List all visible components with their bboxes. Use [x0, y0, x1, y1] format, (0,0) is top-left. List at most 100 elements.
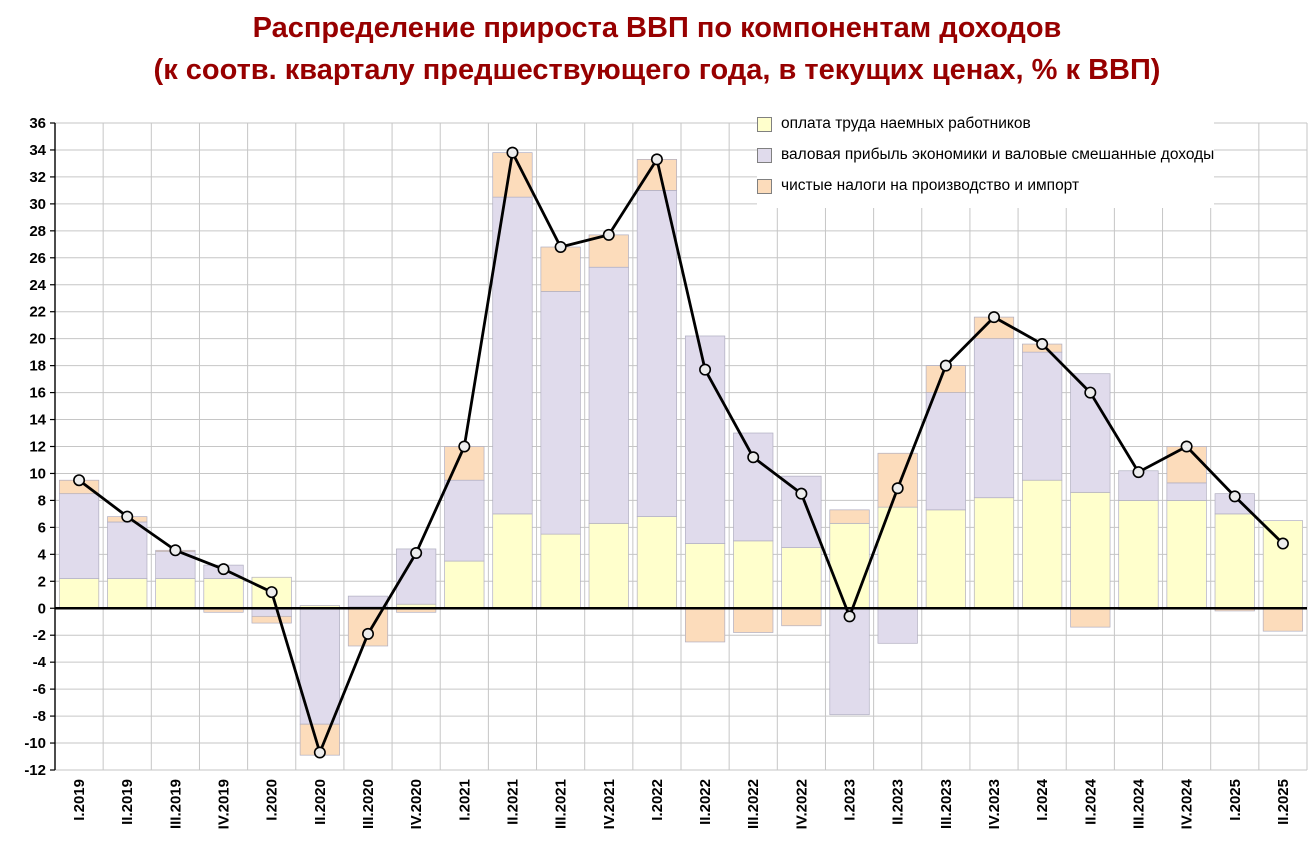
bar-segment-profit: [107, 521, 148, 579]
gdp-total-line: [78, 151, 1284, 754]
chart-title-line1: Распределение прироста ВВП по компонента…: [252, 12, 1062, 44]
y-tick-label: -8: [33, 708, 46, 725]
x-tick-label: III.2019: [167, 779, 184, 829]
chart-legend: оплата труда наемных работников валовая …: [757, 115, 1215, 208]
gdp-line-marker: [747, 451, 760, 464]
bar-segment-taxes: [877, 452, 918, 508]
bar-segment-wages: [1118, 500, 1159, 609]
x-tick-label: IV.2020: [408, 779, 425, 829]
x-tick-label: II.2024: [1082, 778, 1099, 825]
bar-segment-wages: [1262, 520, 1304, 609]
x-tick-label: II.2023: [890, 779, 907, 825]
legend-label-profit: валовая прибыль экономики и валовые смеш…: [781, 146, 1215, 163]
chart-area: -12 -10 -8 -6 -4 -2 0 2 4 6 8 10 12 14 16 18 20 22 24 26 28 3…: [0, 95, 1314, 841]
bar-segment-wages: [1022, 479, 1063, 609]
y-tick-label: -6: [33, 681, 46, 698]
gdp-line-marker: [891, 482, 904, 495]
x-tick-label: IV.2023: [986, 779, 1003, 829]
y-tick-label: 16: [29, 385, 46, 402]
bar-segment-wages: [925, 509, 966, 609]
bar-segment-taxes: [733, 607, 774, 633]
legend-swatch-wages: [757, 116, 772, 132]
bar-segment-wages: [203, 578, 244, 609]
y-tick-label: 2: [38, 573, 46, 590]
x-tick-label: III.2021: [553, 779, 570, 829]
gdp-line-marker: [1084, 386, 1097, 399]
bar-segment-taxes: [829, 509, 870, 524]
gdp-line-marker: [987, 311, 1000, 324]
bar-segment-wages: [636, 516, 678, 609]
x-tick-label: II.2021: [504, 779, 521, 825]
bar-segment-wages: [1166, 500, 1207, 609]
x-tick-label: III.2022: [745, 779, 762, 829]
x-tick-label: I.2019: [71, 779, 88, 821]
gdp-line-marker: [410, 546, 423, 559]
x-tick-label: IV.2024: [1179, 778, 1196, 829]
gdp-line-marker: [795, 487, 808, 500]
gdp-line-marker: [650, 153, 663, 166]
bar-segment-wages: [1070, 491, 1111, 609]
chart-title: Распределение прироста ВВП по компонента…: [0, 0, 1314, 91]
gdp-line-marker: [73, 474, 86, 487]
x-tick-label: IV.2022: [793, 779, 810, 829]
y-tick-label: 24: [29, 277, 46, 294]
legend-item-wages: оплата труда наемных работников: [757, 115, 1214, 133]
y-tick-label: 34: [29, 142, 46, 159]
gdp-line-marker: [265, 586, 278, 599]
x-tick-label: I.2024: [1034, 778, 1051, 820]
x-tick-label: I.2020: [264, 779, 281, 821]
gdp-line-marker: [699, 363, 712, 376]
x-tick-label: II.2019: [119, 779, 136, 825]
legend-label-wages: оплата труда наемных работников: [781, 115, 1031, 132]
bar-segment-profit: [877, 607, 918, 644]
y-tick-label: -4: [33, 654, 47, 671]
bar-segment-wages: [58, 578, 100, 609]
gdp-line-marker: [506, 146, 519, 159]
gdp-line-marker: [843, 610, 856, 623]
bar-segment-wages: [684, 543, 726, 609]
bar-segment-wages: [540, 533, 581, 609]
x-tick-label: IV.2021: [601, 779, 618, 829]
bar-segment-profit: [540, 291, 581, 535]
legend-swatch-taxes: [757, 178, 772, 194]
bar-segment-taxes: [781, 607, 822, 627]
bar-segment-profit: [1022, 351, 1063, 481]
x-tick-label: III.2024: [1130, 778, 1147, 829]
y-tick-label: -2: [33, 627, 46, 644]
bar-segment-wages: [1214, 513, 1255, 609]
gdp-line-marker: [602, 228, 615, 241]
bar-segment-taxes: [251, 615, 292, 624]
bar-segment-profit: [733, 432, 774, 542]
x-tick-label: II.2020: [312, 779, 329, 825]
legend-item-profit: валовая прибыль экономики и валовые смеш…: [757, 146, 1214, 164]
x-tick-label: I.2025: [1227, 779, 1244, 821]
bar-segment-wages: [733, 540, 774, 609]
gdp-line-marker: [313, 746, 326, 759]
bar-segment-profit: [444, 479, 485, 562]
bar-segment-wages: [444, 560, 485, 609]
bar-segment-taxes: [540, 246, 581, 292]
bar-segment-wages: [107, 578, 148, 609]
gdp-line-marker: [458, 440, 471, 453]
bar-segment-profit: [588, 266, 629, 524]
y-tick-label: 12: [29, 439, 46, 456]
y-tick-label: 14: [29, 412, 46, 429]
gdp-line-marker: [361, 627, 374, 640]
gdp-line-marker: [169, 544, 182, 557]
bar-segment-wages: [155, 578, 196, 609]
gdp-line-marker: [939, 359, 952, 372]
y-tick-label: 10: [29, 465, 46, 482]
bar-segment-profit: [781, 475, 822, 548]
y-tick-label: 32: [29, 169, 46, 186]
y-tick-label: 18: [29, 358, 46, 375]
y-tick-label: 28: [29, 223, 46, 240]
y-tick-label: 26: [29, 250, 46, 267]
x-tick-label: III.2023: [938, 779, 955, 829]
bar-segment-profit: [925, 392, 966, 511]
bar-segment-profit: [347, 595, 389, 608]
bar-segment-wages: [588, 522, 629, 609]
bar-segment-profit: [58, 493, 100, 579]
y-tick-label: 36: [29, 115, 46, 132]
bar-segment-profit: [973, 338, 1015, 499]
